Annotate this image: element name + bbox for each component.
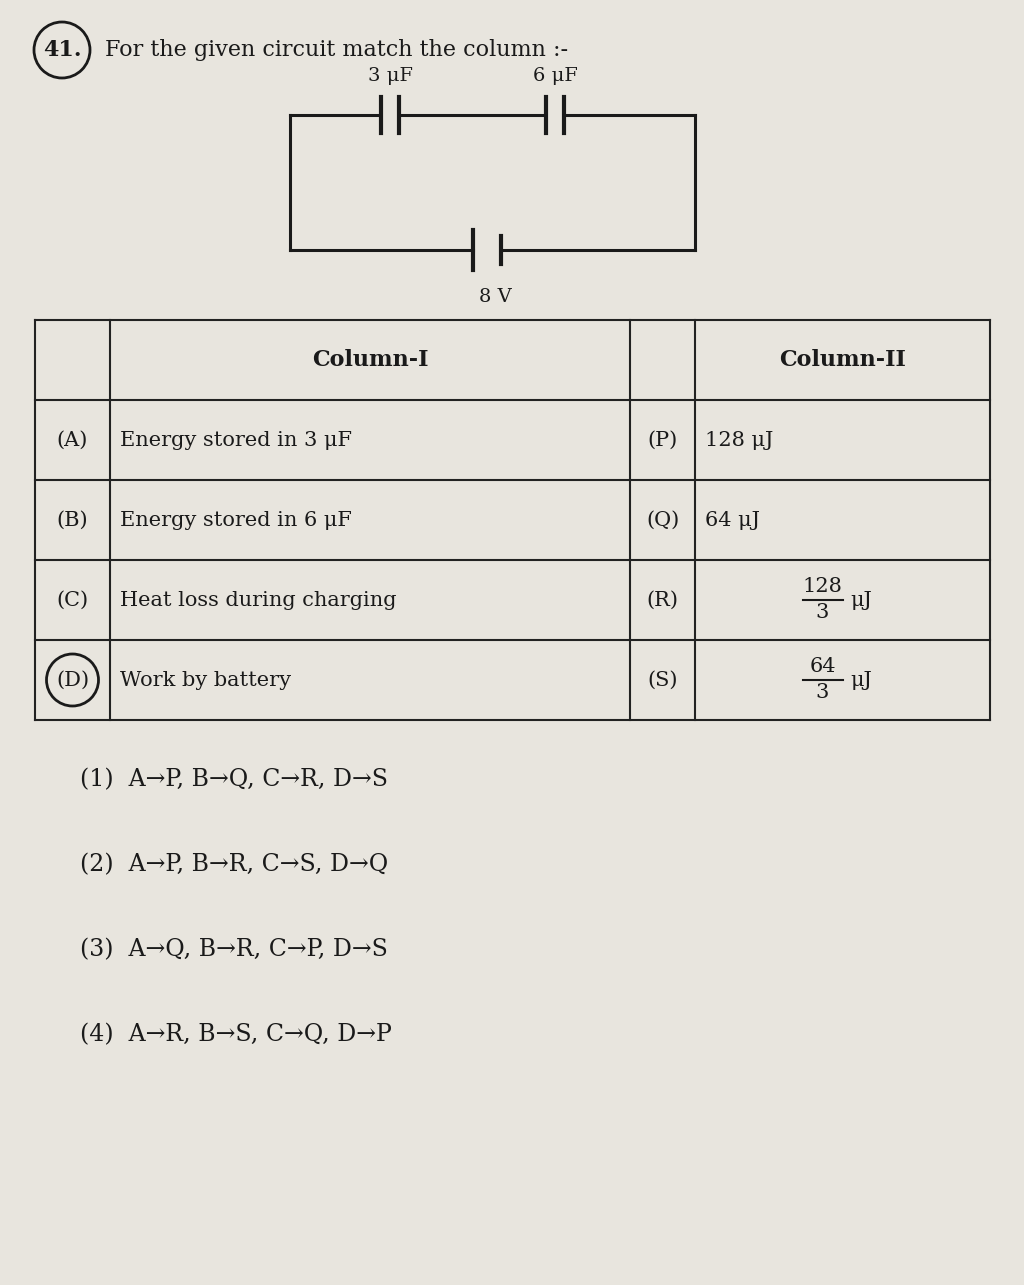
- Text: (S): (S): [647, 671, 678, 690]
- Text: 8 V: 8 V: [478, 288, 511, 306]
- Text: (P): (P): [647, 430, 678, 450]
- Text: (A): (A): [56, 430, 88, 450]
- Text: 64: 64: [809, 658, 836, 676]
- Text: 41.: 41.: [43, 39, 81, 60]
- Text: (Q): (Q): [646, 510, 679, 529]
- Text: For the given circuit match the column :-: For the given circuit match the column :…: [105, 39, 568, 60]
- Text: Column-II: Column-II: [779, 350, 906, 371]
- Text: (4)  A→R, B→S, C→Q, D→P: (4) A→R, B→S, C→Q, D→P: [80, 1023, 392, 1046]
- Circle shape: [34, 22, 90, 78]
- Text: 128 μJ: 128 μJ: [705, 430, 773, 450]
- Text: Column-I: Column-I: [311, 350, 428, 371]
- Text: μJ: μJ: [851, 671, 872, 690]
- Text: Energy stored in 6 μF: Energy stored in 6 μF: [120, 510, 352, 529]
- Text: (R): (R): [646, 591, 679, 609]
- Text: 64 μJ: 64 μJ: [705, 510, 760, 529]
- Text: Energy stored in 3 μF: Energy stored in 3 μF: [120, 430, 352, 450]
- Text: μJ: μJ: [851, 591, 872, 609]
- Text: 128: 128: [803, 577, 843, 596]
- Text: 3 μF: 3 μF: [368, 67, 413, 85]
- Text: (B): (B): [56, 510, 88, 529]
- Text: (3)  A→Q, B→R, C→P, D→S: (3) A→Q, B→R, C→P, D→S: [80, 938, 388, 961]
- Text: (2)  A→P, B→R, C→S, D→Q: (2) A→P, B→R, C→S, D→Q: [80, 853, 388, 876]
- Text: (C): (C): [56, 591, 88, 609]
- Text: 3: 3: [816, 684, 829, 703]
- Text: 6 μF: 6 μF: [532, 67, 578, 85]
- Text: (1)  A→P, B→Q, C→R, D→S: (1) A→P, B→Q, C→R, D→S: [80, 768, 388, 792]
- Text: (D): (D): [56, 671, 89, 690]
- Text: 3: 3: [816, 604, 829, 622]
- Text: Work by battery: Work by battery: [120, 671, 291, 690]
- Text: Heat loss during charging: Heat loss during charging: [120, 591, 396, 609]
